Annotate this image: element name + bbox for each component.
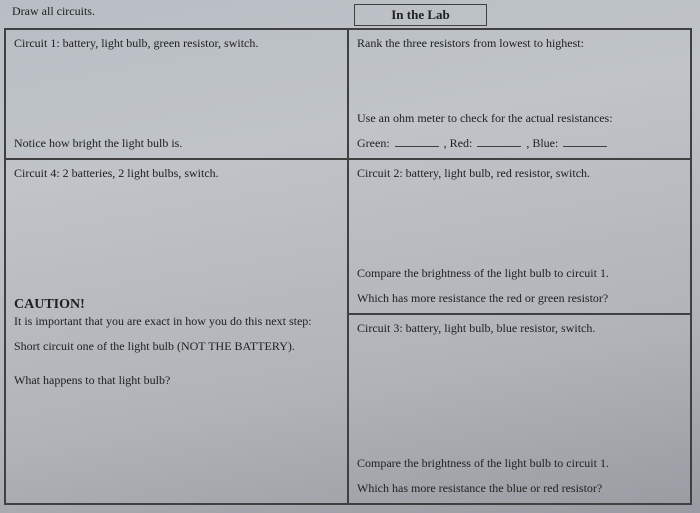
circuit-3-compare: Compare the brightness of the light bulb… xyxy=(357,456,682,472)
worksheet-page: Draw all circuits. In the Lab Circuit 1:… xyxy=(0,0,700,513)
what-happens-question: What happens to that light bulb? xyxy=(14,373,339,389)
green-label: Green: xyxy=(357,136,390,150)
circuit-2-question: Which has more resistance the red or gre… xyxy=(357,291,682,307)
caution-text: It is important that you are exact in ho… xyxy=(14,314,339,330)
circuit-3-question: Which has more resistance the blue or re… xyxy=(357,481,682,497)
worksheet-grid: Circuit 1: battery, light bulb, green re… xyxy=(4,28,692,505)
circuit-3-title: Circuit 3: battery, light bulb, blue res… xyxy=(357,321,682,337)
short-circuit-instruction: Short circuit one of the light bulb (NOT… xyxy=(14,339,339,355)
cell-rank-resistors: Rank the three resistors from lowest to … xyxy=(348,29,691,159)
lab-tab: In the Lab xyxy=(354,4,487,26)
header-row: Draw all circuits. In the Lab xyxy=(4,4,692,26)
circuit-1-note: Notice how bright the light bulb is. xyxy=(14,136,339,152)
cell-circuit-4: Circuit 4: 2 batteries, 2 light bulbs, s… xyxy=(5,159,348,504)
circuit-2-title: Circuit 2: battery, light bulb, red resi… xyxy=(357,166,682,182)
cell-circuit-3: Circuit 3: battery, light bulb, blue res… xyxy=(348,314,691,504)
circuit-1-title: Circuit 1: battery, light bulb, green re… xyxy=(14,36,339,52)
red-label: , Red: xyxy=(444,136,473,150)
draw-instruction: Draw all circuits. xyxy=(4,4,334,19)
green-blank[interactable] xyxy=(395,137,439,148)
blue-blank[interactable] xyxy=(563,137,607,148)
resistance-blanks-line: Green: , Red: , Blue: xyxy=(357,136,682,152)
blue-label: , Blue: xyxy=(526,136,558,150)
red-blank[interactable] xyxy=(477,137,521,148)
caution-heading: CAUTION! xyxy=(14,296,339,314)
cell-circuit-1: Circuit 1: battery, light bulb, green re… xyxy=(5,29,348,159)
cell-circuit-2: Circuit 2: battery, light bulb, red resi… xyxy=(348,159,691,314)
circuit-2-compare: Compare the brightness of the light bulb… xyxy=(357,266,682,282)
rank-instruction: Rank the three resistors from lowest to … xyxy=(357,36,682,52)
ohm-instruction: Use an ohm meter to check for the actual… xyxy=(357,111,682,127)
circuit-4-title: Circuit 4: 2 batteries, 2 light bulbs, s… xyxy=(14,166,339,182)
